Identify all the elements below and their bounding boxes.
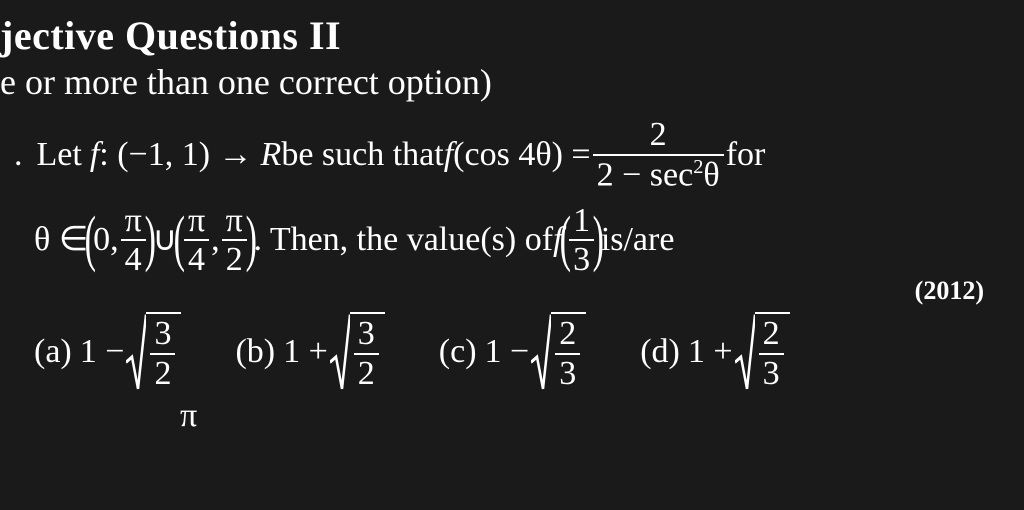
fraction-denominator: 2 − sec2θ: [593, 154, 724, 193]
paren-open-3: (: [559, 212, 570, 268]
text-for: for: [726, 138, 766, 172]
text-theta-in: θ ∈: [34, 223, 88, 257]
symbol-f2: f: [444, 138, 453, 172]
text-cos4theta-eq: (cos 4θ) =: [453, 138, 590, 172]
section-subheading: e or more than one correct option): [0, 61, 1024, 103]
option-d-label: (d): [640, 333, 680, 371]
text-zero: 0,: [93, 223, 119, 257]
radical-icon: [531, 312, 551, 391]
radical-icon: [330, 312, 350, 391]
fraction-pi-4-b: π 4: [184, 203, 209, 278]
year-badge: (2012): [915, 278, 984, 304]
fraction-rhs: 2 2 − sec2θ: [593, 117, 724, 193]
option-d: (d) 1 + 2 3: [640, 312, 789, 391]
option-c-label: (c): [439, 333, 477, 371]
fraction-pi-4-a: π 4: [121, 203, 146, 278]
paren-open-1: (: [85, 212, 96, 268]
symbol-R: R: [261, 138, 282, 172]
text-let: Let: [37, 138, 82, 172]
option-b-label: (b): [235, 333, 275, 371]
option-a-sqrt: 3 2: [126, 312, 181, 391]
section-heading: jective Questions II: [0, 12, 1024, 59]
fraction-pi-2: π 2: [222, 203, 247, 278]
paren-close-3: ): [593, 212, 604, 268]
radical-icon: [735, 312, 755, 391]
fraction-numerator: 2: [646, 117, 671, 154]
trailing-pi: π: [0, 397, 1024, 435]
option-d-sqrt: 2 3: [735, 312, 790, 391]
option-c-lead: 1 −: [485, 333, 530, 371]
option-a: (a) 1 − 3 2: [34, 312, 181, 391]
radical-icon: [126, 312, 146, 391]
bullet: .: [14, 138, 23, 172]
text-domain-map: : (−1, 1) →: [99, 138, 252, 172]
question-line-1: . Let f : (−1, 1) → R be such that f (co…: [0, 117, 1024, 193]
option-d-lead: 1 +: [688, 333, 733, 371]
option-b: (b) 1 + 3 2: [235, 312, 384, 391]
paren-open-2: (: [174, 212, 185, 268]
paren-close-1: ): [144, 212, 155, 268]
option-c-sqrt: 2 3: [531, 312, 586, 391]
text-comma: ,: [211, 223, 220, 257]
fraction-1-3: 1 3: [569, 203, 594, 278]
text-be-such: be such that: [281, 138, 443, 172]
option-a-label: (a): [34, 333, 72, 371]
symbol-f: f: [90, 138, 99, 172]
option-b-lead: 1 +: [283, 333, 328, 371]
text-is-are: is/are: [601, 223, 675, 257]
option-b-sqrt: 3 2: [330, 312, 385, 391]
question-line-2: θ ∈ ( 0, π 4 ) ∪ ( π 4 , π 2 ) . Then, t…: [0, 203, 1024, 278]
option-a-lead: 1 −: [80, 333, 125, 371]
options-row: (a) 1 − 3 2 (b) 1 + 3: [0, 312, 1024, 391]
option-c: (c) 1 − 2 3: [439, 312, 586, 391]
text-then-valueof: . Then, the value(s) of: [253, 223, 553, 257]
paren-close-2: ): [245, 212, 256, 268]
